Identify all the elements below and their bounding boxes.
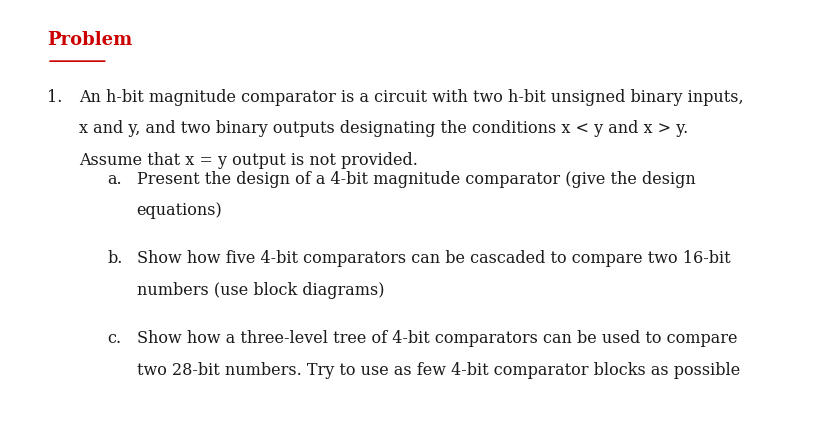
Text: equations): equations) xyxy=(136,202,222,219)
Text: 1.: 1. xyxy=(47,89,63,105)
Text: c.: c. xyxy=(108,330,122,347)
Text: Present the design of a 4-bit magnitude comparator (give the design: Present the design of a 4-bit magnitude … xyxy=(136,171,695,187)
Text: numbers (use block diagrams): numbers (use block diagrams) xyxy=(136,282,384,299)
Text: Show how five 4-bit comparators can be cascaded to compare two 16-bit: Show how five 4-bit comparators can be c… xyxy=(136,250,729,267)
Text: Show how a three-level tree of 4-bit comparators can be used to compare: Show how a three-level tree of 4-bit com… xyxy=(136,330,736,347)
Text: x and y, and two binary outputs designating the conditions x < y and x > y.: x and y, and two binary outputs designat… xyxy=(79,120,687,137)
Text: two 28-bit numbers. Try to use as few 4-bit comparator blocks as possible: two 28-bit numbers. Try to use as few 4-… xyxy=(136,362,739,379)
Text: Problem: Problem xyxy=(47,31,132,49)
Text: Assume that x = y output is not provided.: Assume that x = y output is not provided… xyxy=(79,152,417,169)
Text: An h-bit magnitude comparator is a circuit with two h-bit unsigned binary inputs: An h-bit magnitude comparator is a circu… xyxy=(79,89,743,105)
Text: b.: b. xyxy=(108,250,123,267)
Text: a.: a. xyxy=(108,171,122,187)
